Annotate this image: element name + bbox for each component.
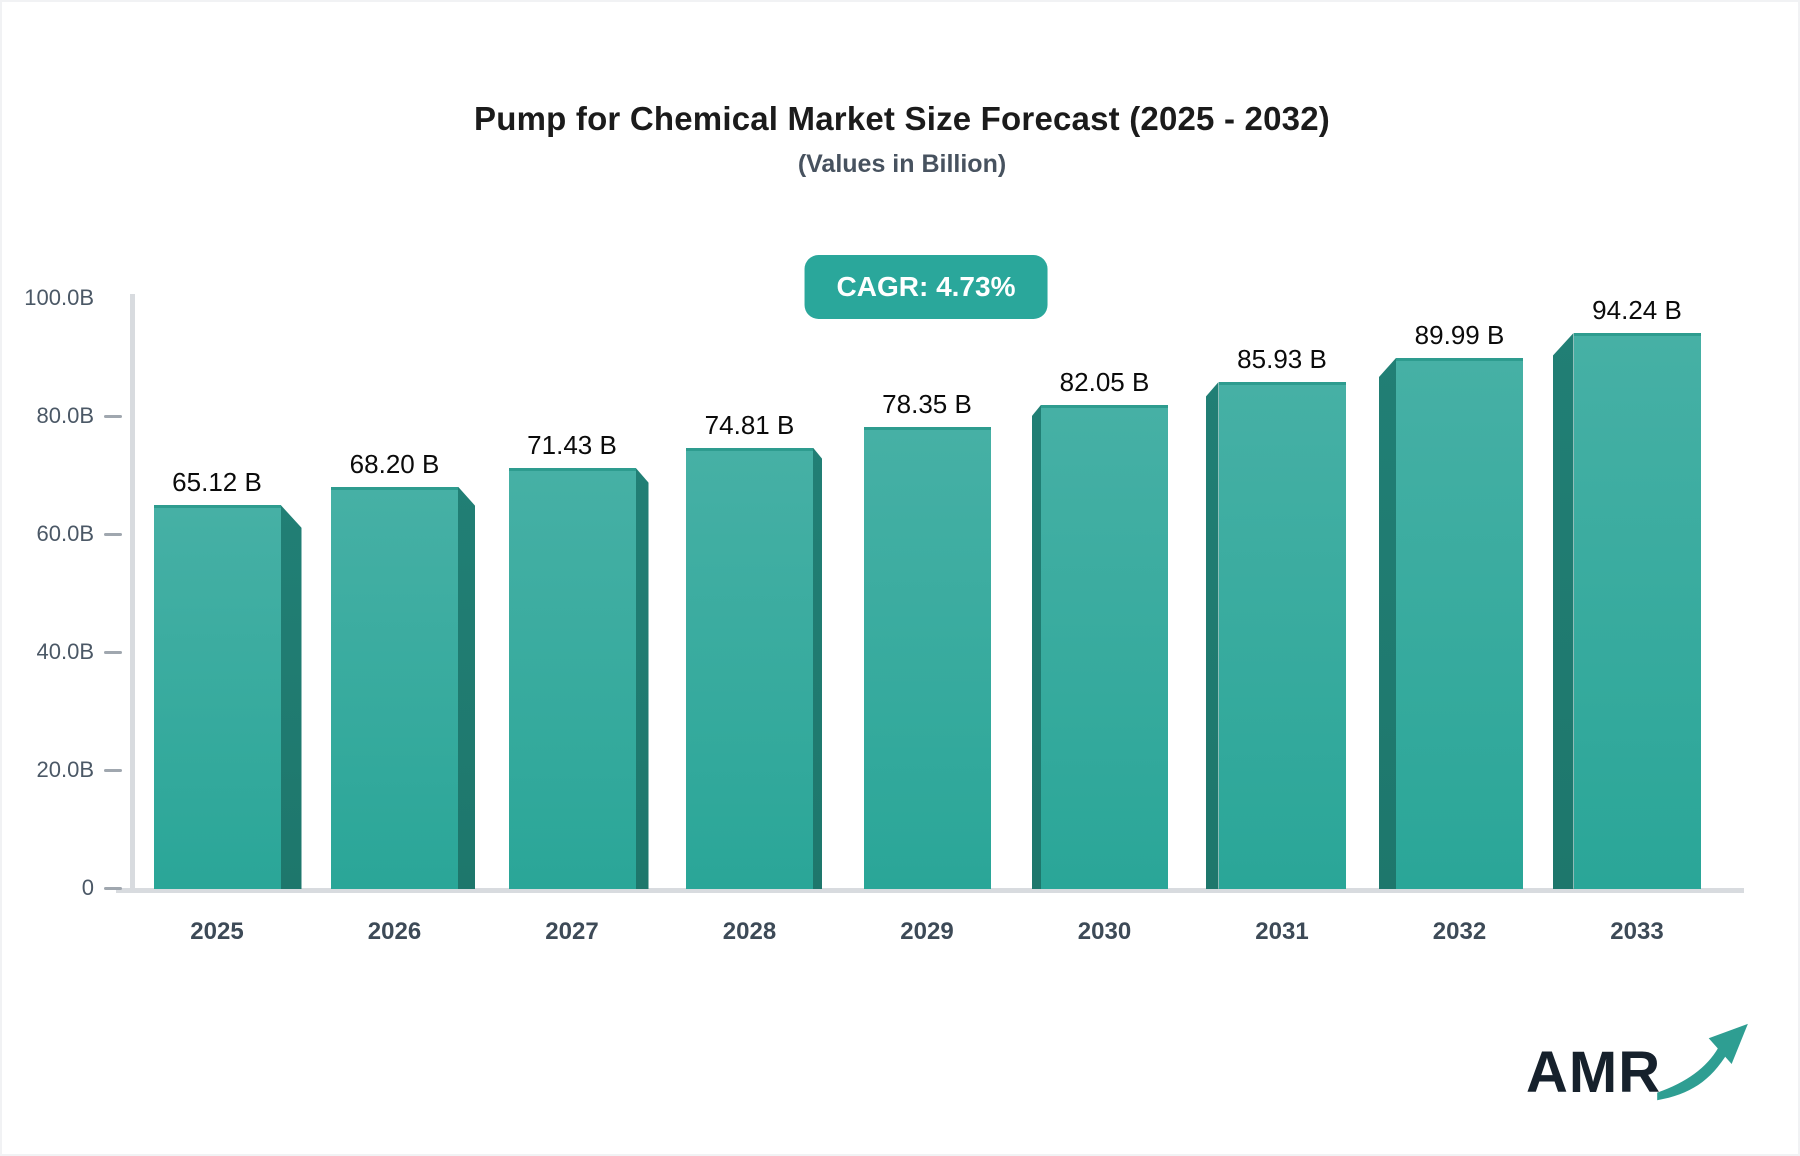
y-axis-tick-label: 0: [81, 875, 94, 900]
y-axis-tick-label: 80.0B: [36, 403, 95, 428]
y-axis-tick-label: 40.0B: [36, 639, 95, 664]
bar-value-label-2026: 68.20 B: [349, 448, 440, 479]
bar-side-2028: [813, 447, 822, 889]
y-axis-tick-mark: [104, 415, 122, 418]
bar-2031: [1218, 382, 1346, 889]
x-axis-label-2030: 2030: [1077, 918, 1132, 945]
chart-subtitle: (Values in Billion): [797, 150, 1007, 178]
y-axis-tick-label: 60.0B: [36, 521, 95, 546]
bar-2026: [331, 486, 458, 889]
y-axis-tick-label: 100.0B: [24, 285, 94, 310]
growth-arrow-icon: [1655, 1022, 1751, 1111]
x-axis-label-2028: 2028: [722, 918, 777, 945]
x-axis-label-2031: 2031: [1255, 918, 1309, 945]
bar-2028: [686, 447, 813, 889]
x-axis-label-2025: 2025: [190, 918, 244, 945]
bar-side-2026: [458, 486, 475, 889]
bar-2032: [1396, 358, 1523, 889]
chart-title: Pump for Chemical Market Size Forecast (…: [474, 100, 1330, 137]
y-axis-tick-mark: [104, 887, 122, 890]
bar-value-label-2030: 82.05 B: [1059, 366, 1150, 397]
bar-value-label-2028: 74.81 B: [704, 409, 795, 440]
bar-side-2031: [1205, 382, 1219, 889]
bar-2030: [1041, 404, 1168, 889]
y-axis-line: [130, 294, 135, 893]
bar-value-label-2032: 89.99 B: [1414, 320, 1505, 351]
bar-side-2033: [1552, 332, 1574, 889]
x-baseline: [116, 888, 1744, 893]
bar-side-2027: [635, 467, 649, 889]
y-axis-tick-mark: [104, 769, 122, 772]
bar-2033: [1573, 332, 1701, 889]
bar-value-label-2031: 85.93 B: [1237, 344, 1327, 374]
bar-side-2032: [1379, 358, 1396, 889]
y-axis-tick-label: 20.0B: [36, 757, 95, 782]
cagr-badge: CAGR: 4.73%: [804, 255, 1048, 319]
bar-2027: [508, 467, 636, 889]
bar-value-label-2029: 78.35 B: [882, 388, 972, 419]
x-axis-label-2026: 2026: [367, 918, 422, 945]
y-axis-tick-mark: [104, 533, 122, 536]
x-axis-label-2033: 2033: [1610, 918, 1664, 945]
bar-side-2030: [1032, 404, 1041, 889]
amr-logo-text: AMR: [1526, 1040, 1662, 1105]
bar-value-label-2033: 94.24 B: [1592, 294, 1682, 325]
x-axis-label-2029: 2029: [900, 918, 954, 945]
y-axis-tick-mark: [104, 651, 122, 654]
x-axis-label-2032: 2032: [1432, 918, 1487, 945]
amr-logo: AMR: [1526, 1023, 1751, 1118]
bar-2029: [863, 426, 991, 889]
bar-2025: [153, 504, 281, 889]
x-axis-label-2027: 2027: [545, 918, 599, 945]
bar-value-label-2025: 65.12 B: [172, 466, 262, 497]
bar-side-2025: [280, 504, 302, 889]
bar-value-label-2027: 71.43 B: [527, 429, 617, 460]
